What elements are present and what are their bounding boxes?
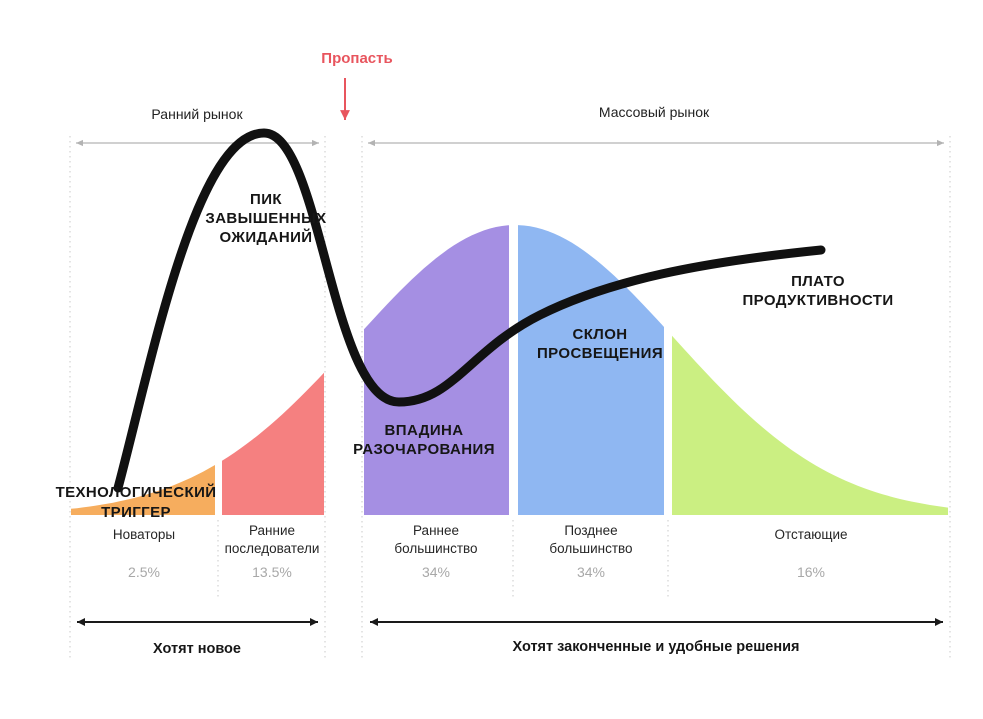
segment-early-majority: [364, 225, 509, 515]
chasm-label: Пропасть: [321, 50, 392, 67]
hype-cycle-curve: [113, 128, 826, 493]
early-adopters-percent: 13.5%: [252, 564, 292, 580]
trough-label-line2: РАЗОЧАРОВАНИЯ: [353, 441, 495, 458]
stage-labels: ПИК ЗАВЫШЕННЫХ ОЖИДАНИЙ ТЕХНОЛОГИЧЕСКИЙ …: [56, 191, 894, 521]
late-majority-label-line1: Позднее: [564, 523, 617, 538]
segment-early-adopters: [222, 372, 324, 515]
mass-market-label: Массовый рынок: [599, 104, 710, 120]
market-ranges: Ранний рынок Массовый рынок: [76, 104, 944, 147]
want-ranges: Хотят новое Хотят законченные и удобные …: [77, 617, 943, 657]
trough-label-line1: ВПАДИНА: [385, 422, 464, 439]
dotted-guides: [69, 136, 951, 658]
trigger-label-line2: ТРИГГЕР: [101, 504, 171, 521]
early-majority-label-line1: Раннее: [413, 523, 459, 538]
innovators-percent: 2.5%: [128, 564, 160, 580]
slope-label-line2: ПРОСВЕЩЕНИЯ: [537, 345, 663, 362]
peak-label-line1: ПИК: [250, 191, 282, 208]
segment-late-majority: [518, 225, 664, 515]
segment-innovators: [71, 465, 215, 515]
early-majority-percent: 34%: [422, 564, 450, 580]
want-new-label: Хотят новое: [153, 641, 241, 657]
chasm-annotation: Пропасть: [321, 50, 393, 120]
early-adopters-label-line1: Ранние: [249, 523, 295, 538]
plateau-label-line2: ПРОДУКТИВНОСТИ: [742, 292, 893, 309]
bell-segments: [71, 225, 948, 515]
innovators-label: Новаторы: [113, 527, 175, 542]
laggards-label: Отстающие: [774, 527, 847, 542]
want-complete-label: Хотят законченные и удобные решения: [512, 639, 799, 655]
early-market-label: Ранний рынок: [151, 106, 243, 122]
early-majority-label-line2: большинство: [394, 541, 477, 556]
laggards-percent: 16%: [797, 564, 825, 580]
plateau-label-line1: ПЛАТО: [791, 273, 845, 290]
early-adopters-label-line2: последователи: [225, 541, 320, 556]
late-majority-percent: 34%: [577, 564, 605, 580]
segment-laggards: [672, 335, 948, 515]
segment-captions: Новаторы 2.5% Ранние последователи 13.5%…: [113, 523, 848, 580]
late-majority-label-line2: большинство: [549, 541, 632, 556]
peak-label-line2: ЗАВЫШЕННЫХ: [205, 210, 326, 227]
slope-label-line1: СКЛОН: [572, 326, 627, 343]
trigger-label-line1: ТЕХНОЛОГИЧЕСКИЙ: [56, 483, 217, 501]
peak-label-line3: ОЖИДАНИЙ: [220, 228, 313, 246]
